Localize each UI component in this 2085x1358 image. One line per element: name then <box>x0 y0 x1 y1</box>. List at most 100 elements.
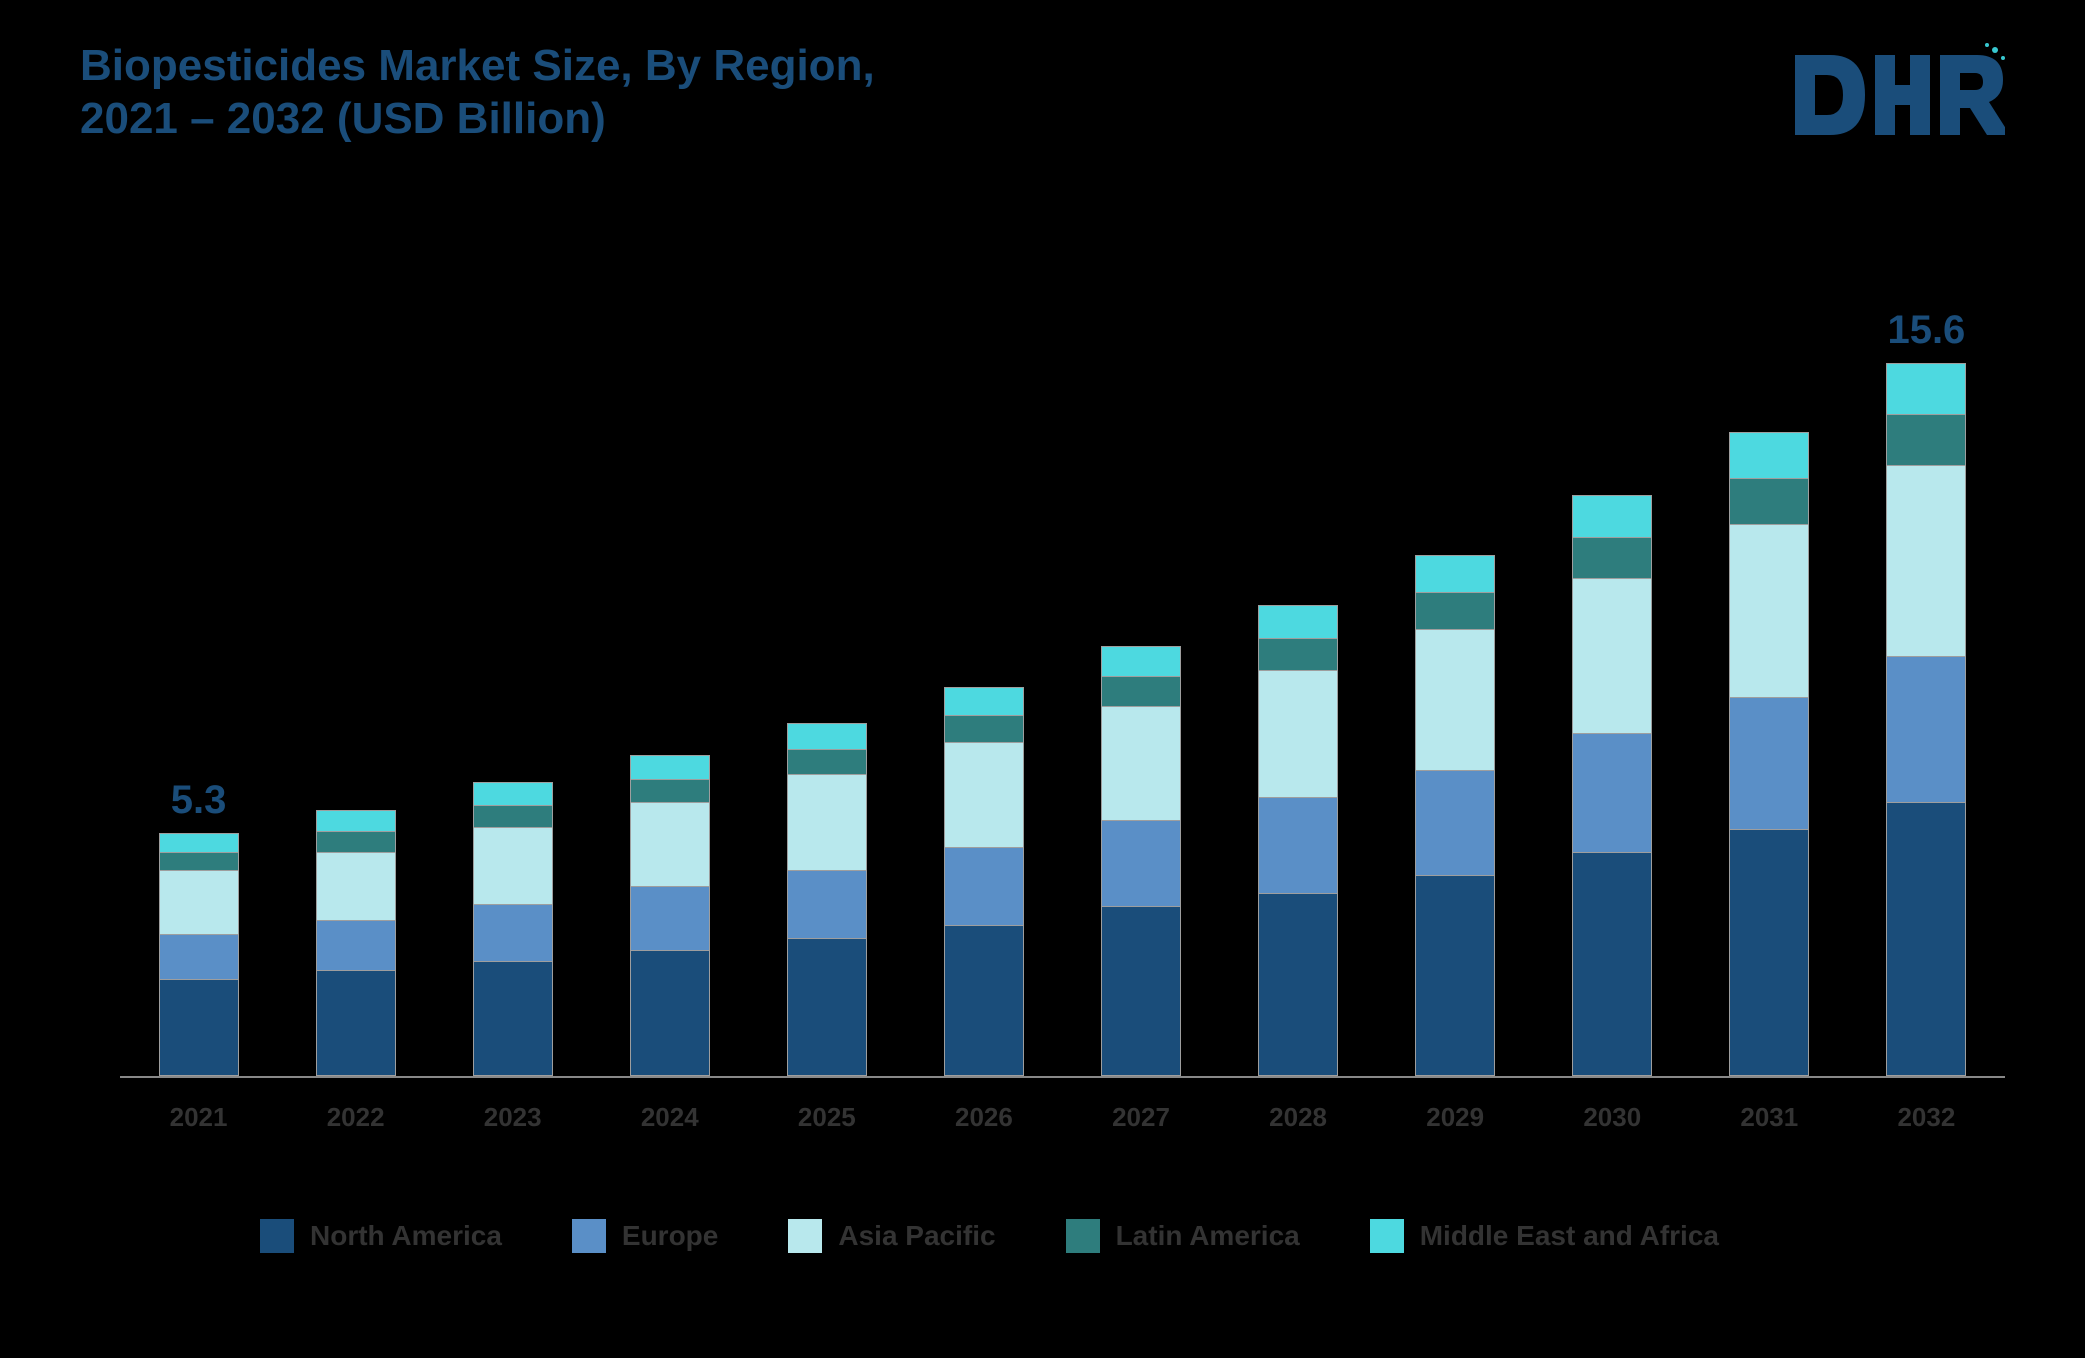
bar-segment <box>945 715 1023 742</box>
bar-stack <box>316 810 396 1076</box>
legend-item: Latin America <box>1066 1219 1300 1253</box>
bar-group <box>1258 605 1338 1076</box>
bar-segment <box>1416 556 1494 592</box>
bar-segment <box>1573 852 1651 1075</box>
x-axis-label: 2032 <box>1886 1102 1966 1133</box>
bar-segment <box>945 847 1023 924</box>
legend-label: Asia Pacific <box>838 1220 995 1252</box>
bar-segment <box>631 886 709 950</box>
legend-label: North America <box>310 1220 502 1252</box>
dhr-logo <box>1785 40 2005 150</box>
legend: North America Europe Asia Pacific Latin Ame… <box>260 1219 1965 1253</box>
legend-swatch <box>788 1219 822 1253</box>
chart-title: Biopesticides Market Size, By Region, 20… <box>80 40 875 146</box>
bar-segment <box>1887 465 1965 656</box>
bar-segment <box>1887 414 1965 464</box>
bar-group <box>473 782 553 1076</box>
bar-segment <box>1573 537 1651 578</box>
bar-segment <box>1102 676 1180 706</box>
bar-stack <box>473 782 553 1076</box>
legend-item: Europe <box>572 1219 718 1253</box>
bar-segment <box>160 852 238 870</box>
bar-segment <box>631 779 709 802</box>
bar-segment <box>788 724 866 749</box>
bar-value-label: 5.3 <box>159 778 239 823</box>
bar-segment <box>317 811 395 832</box>
bar-segment <box>1416 875 1494 1075</box>
bar-segment <box>1102 820 1180 907</box>
bar-segment <box>1259 797 1337 893</box>
bar-segment <box>160 870 238 934</box>
title-line-1: Biopesticides Market Size, By Region, <box>80 40 875 93</box>
bar-segment <box>788 749 866 774</box>
bar-segment <box>1416 629 1494 770</box>
bar-segment <box>1259 606 1337 638</box>
legend-label: Middle East and Africa <box>1420 1220 1719 1252</box>
bar-stack <box>787 723 867 1076</box>
bar-segment <box>1102 906 1180 1075</box>
bar-segment <box>788 774 866 870</box>
bar-segment <box>788 870 866 938</box>
x-axis-label: 2025 <box>787 1102 867 1133</box>
bar-stack <box>1415 555 1495 1076</box>
legend-swatch <box>260 1219 294 1253</box>
title-line-2: 2021 – 2032 (USD Billion) <box>80 93 875 146</box>
bar-segment <box>1259 638 1337 670</box>
bar-segment <box>474 827 552 904</box>
x-axis-label: 2026 <box>944 1102 1024 1133</box>
bar-stack <box>1886 363 1966 1076</box>
bar-segment <box>1573 578 1651 733</box>
bar-segment <box>474 961 552 1075</box>
bar-segment <box>1259 893 1337 1075</box>
legend-label: Latin America <box>1116 1220 1300 1252</box>
legend-item: Asia Pacific <box>788 1219 995 1253</box>
bar-segment <box>1416 592 1494 628</box>
bar-segment <box>1730 829 1808 1075</box>
bar-group <box>1729 432 1809 1076</box>
bar-segment <box>317 920 395 970</box>
bar-segment <box>945 688 1023 715</box>
bar-segment <box>1887 364 1965 414</box>
header: Biopesticides Market Size, By Region, 20… <box>80 40 2005 150</box>
bar-segment <box>160 934 238 980</box>
bar-segment <box>317 852 395 920</box>
bar-segment <box>160 979 238 1075</box>
x-axis-label: 2022 <box>316 1102 396 1133</box>
chart-area: 5.3 15.6 <box>120 250 2005 1078</box>
bar-segment <box>631 950 709 1075</box>
bar-segment <box>1573 733 1651 851</box>
legend-swatch <box>1370 1219 1404 1253</box>
bar-segment <box>788 938 866 1075</box>
legend-item: Middle East and Africa <box>1370 1219 1719 1253</box>
bar-segment <box>317 970 395 1075</box>
bar-stack <box>1729 432 1809 1076</box>
bar-segment <box>1573 496 1651 537</box>
bar-segment <box>160 834 238 852</box>
bar-segment <box>631 756 709 779</box>
x-axis-label: 2027 <box>1101 1102 1181 1133</box>
bar-group: 5.3 <box>159 833 239 1076</box>
x-axis-label: 2029 <box>1415 1102 1495 1133</box>
bar-segment <box>1259 670 1337 798</box>
bar-group <box>787 723 867 1076</box>
bar-value-label: 15.6 <box>1886 308 1966 353</box>
bar-stack <box>1101 646 1181 1076</box>
bar-segment <box>1887 656 1965 802</box>
legend-label: Europe <box>622 1220 718 1252</box>
legend-swatch <box>1066 1219 1100 1253</box>
bar-group <box>944 687 1024 1076</box>
bar-stack <box>1258 605 1338 1076</box>
bar-segment <box>1730 524 1808 697</box>
bar-stack <box>630 755 710 1076</box>
bar-segment <box>1887 802 1965 1075</box>
x-axis-label: 2028 <box>1258 1102 1338 1133</box>
bar-segment <box>474 783 552 805</box>
x-axis-label: 2021 <box>159 1102 239 1133</box>
bar-stack <box>159 833 239 1076</box>
x-axis-labels: 2021202220232024202520262027202820292030… <box>120 1102 2005 1133</box>
bars-container: 5.3 15.6 <box>120 258 2005 1078</box>
x-axis-label: 2023 <box>473 1102 553 1133</box>
bar-group <box>316 810 396 1076</box>
legend-item: North America <box>260 1219 502 1253</box>
bar-group <box>1572 495 1652 1076</box>
